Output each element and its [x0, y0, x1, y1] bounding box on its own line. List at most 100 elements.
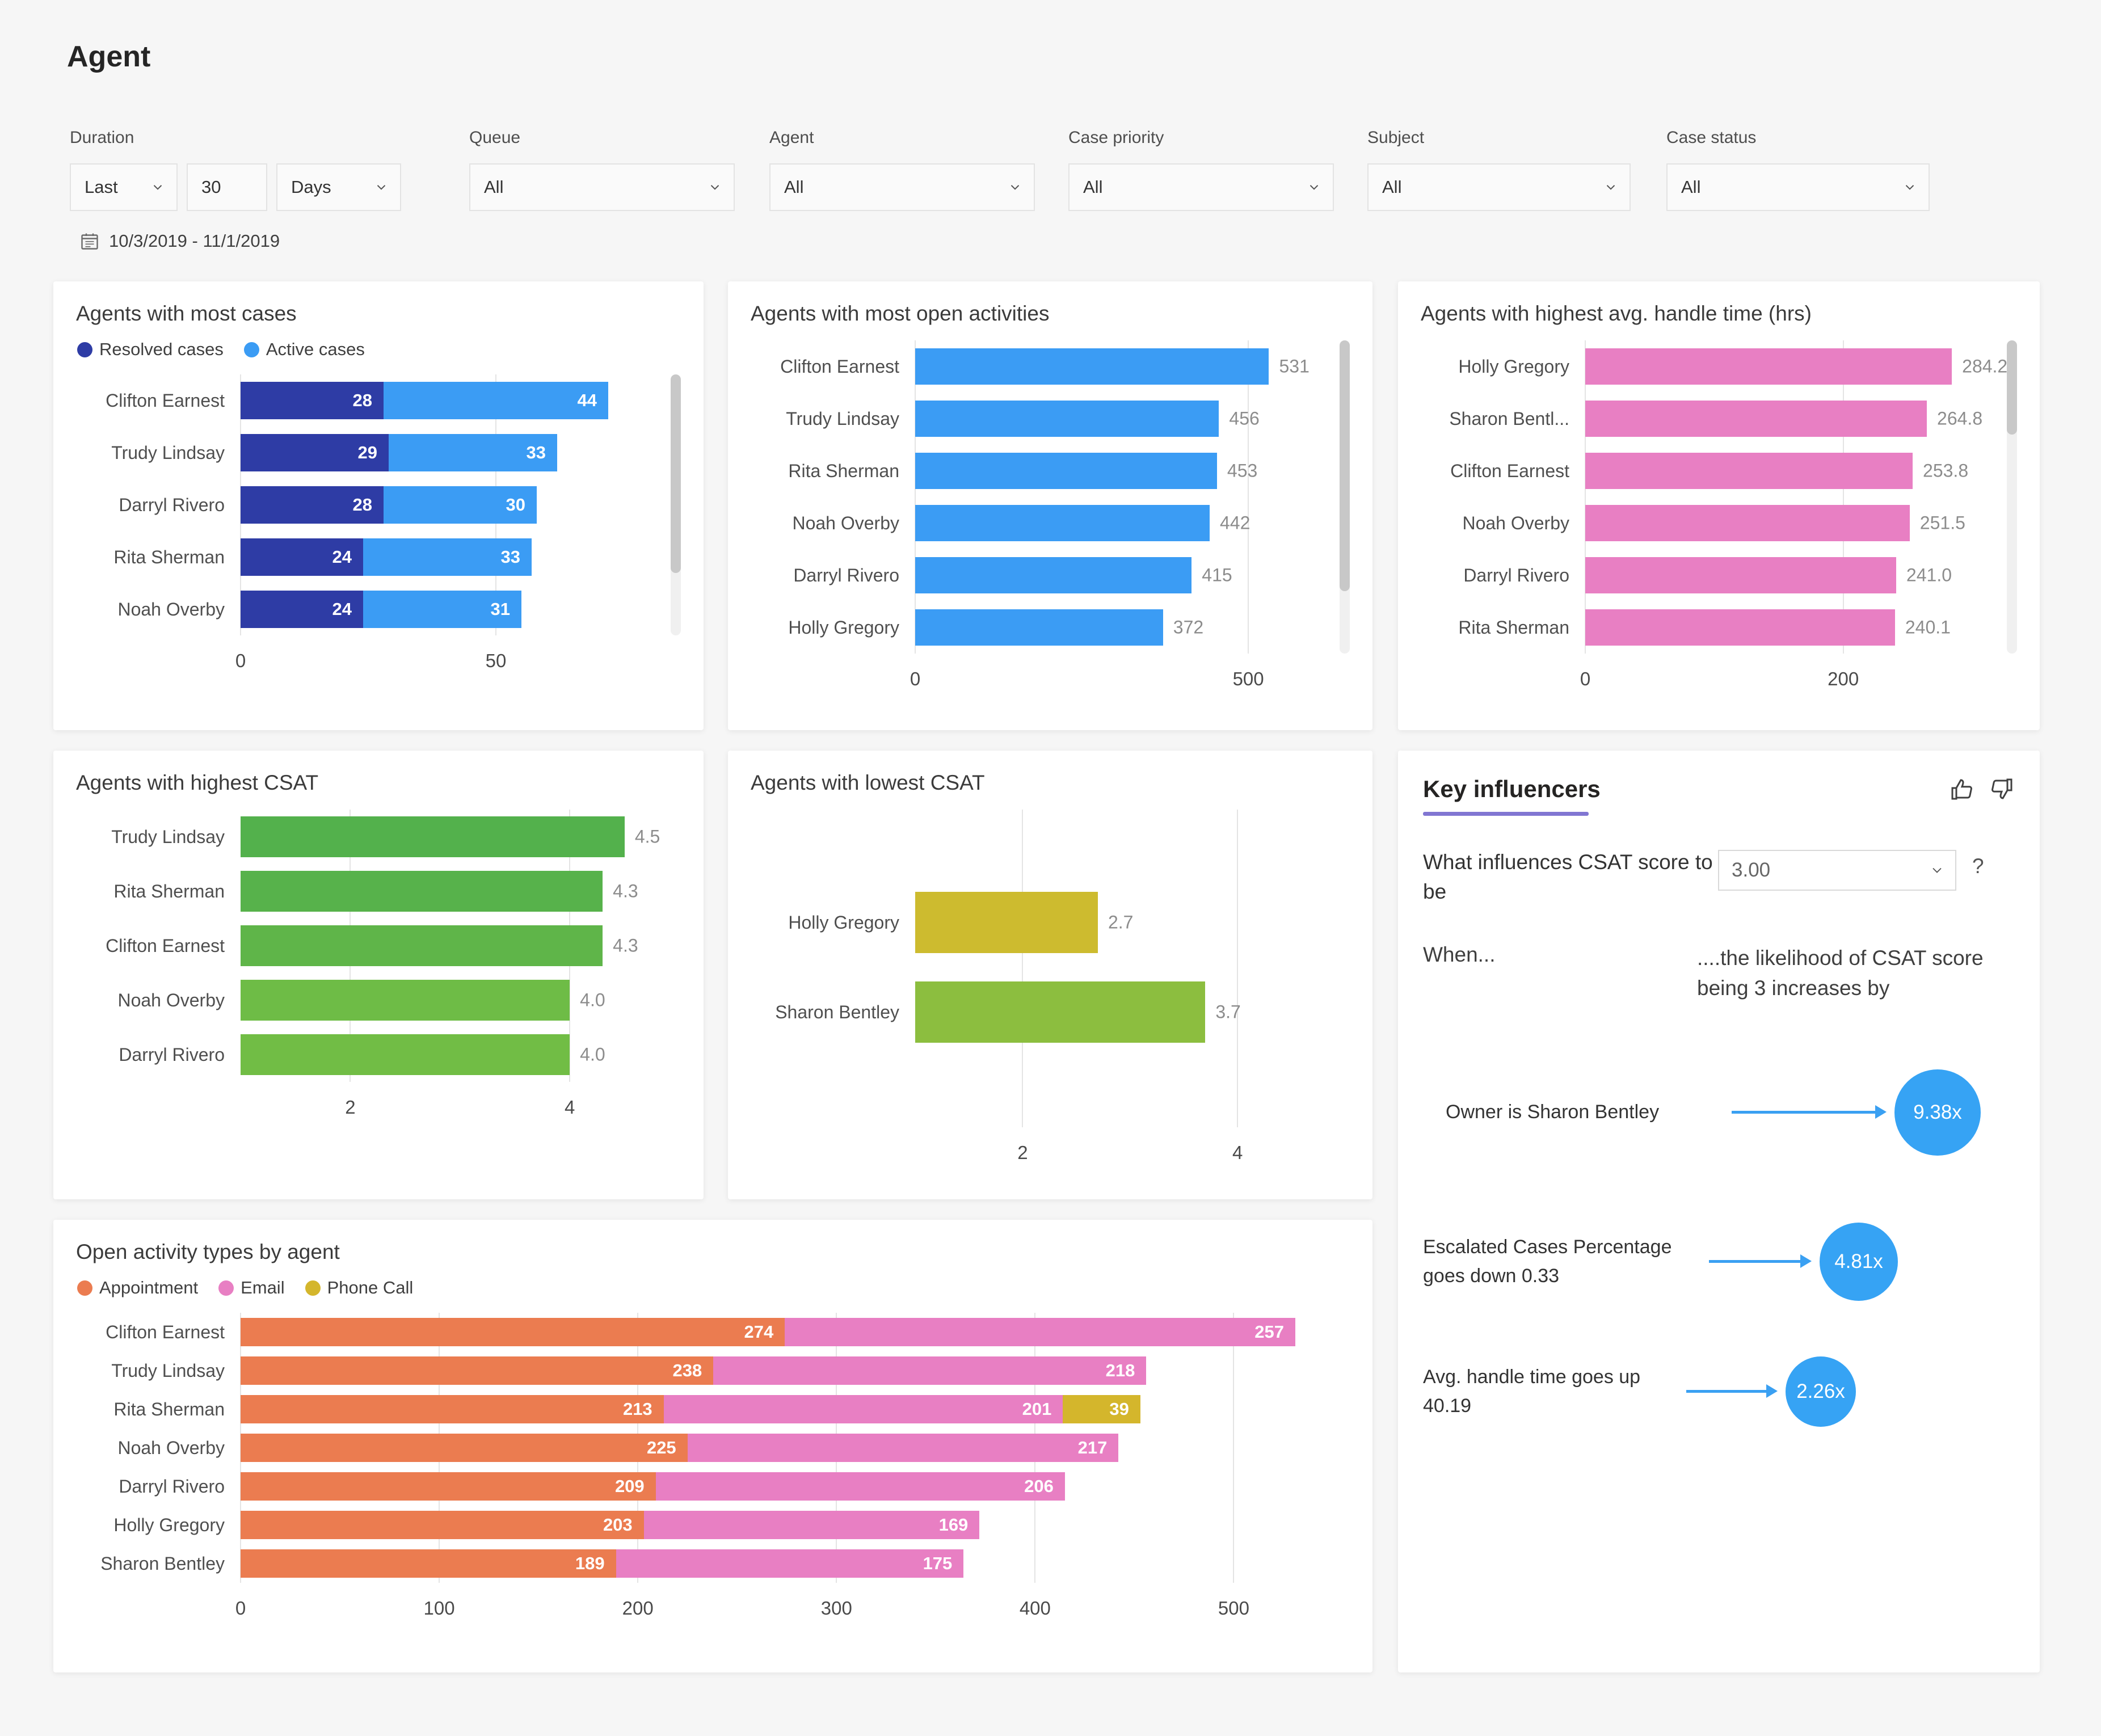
category-label: Clifton Earnest [1450, 460, 1569, 481]
bar[interactable] [1585, 609, 1895, 646]
bar-segment[interactable]: 169 [643, 1511, 980, 1539]
scrollbar-thumb[interactable] [2007, 340, 2017, 435]
duration-unit-value: Days [291, 177, 331, 197]
value-label: 4.5 [634, 826, 660, 847]
legend-item[interactable]: Email [218, 1278, 285, 1298]
duration-value-input[interactable]: 30 [187, 163, 267, 211]
bar[interactable] [915, 453, 1217, 489]
bar[interactable] [915, 557, 1192, 593]
legend-item[interactable]: Phone Call [305, 1278, 413, 1298]
bar-segment[interactable]: 28 [241, 382, 384, 419]
stacked-bar[interactable]: 213 201 39 [241, 1395, 1140, 1423]
bar[interactable] [1585, 401, 1927, 437]
bar[interactable] [915, 348, 1269, 385]
stacked-bar[interactable]: 28 30 [241, 486, 537, 524]
bar-segment[interactable]: 206 [655, 1472, 1065, 1501]
bar-segment[interactable]: 28 [241, 486, 384, 524]
bar-segment[interactable]: 274 [241, 1318, 785, 1346]
bar[interactable] [1585, 348, 1952, 385]
bar[interactable] [241, 871, 603, 912]
chart-body: Holly Gregory Sharon Bentl... Clifton Earn… [1421, 340, 2017, 654]
legend-item[interactable]: Appointment [77, 1278, 198, 1298]
case-status-select[interactable]: All [1666, 163, 1930, 211]
help-icon[interactable]: ? [1972, 854, 1984, 878]
bar[interactable] [1585, 557, 1896, 593]
chevron-down-icon [1310, 185, 1319, 190]
stacked-bar[interactable]: 203 169 [241, 1511, 980, 1539]
bar-track: 240.1 [1585, 609, 1995, 646]
stacked-bar[interactable]: 238 218 [241, 1356, 1147, 1385]
bar[interactable] [1585, 505, 1910, 541]
stacked-bar[interactable]: 209 206 [241, 1472, 1065, 1501]
bar-segment[interactable]: 29 [241, 434, 389, 471]
bar[interactable] [915, 981, 1206, 1043]
bar-segment[interactable]: 225 [241, 1434, 688, 1462]
bar[interactable] [241, 980, 570, 1021]
subject-select[interactable]: All [1367, 163, 1631, 211]
bar-segment[interactable]: 30 [384, 486, 537, 524]
duration-mode-select[interactable]: Last [70, 163, 178, 211]
category-label: Noah Overby [1462, 512, 1569, 533]
category-label: Rita Sherman [113, 546, 225, 567]
bar-segment[interactable]: 238 [241, 1356, 714, 1385]
bar[interactable] [1585, 453, 1913, 489]
stacked-bar[interactable]: 225 217 [241, 1434, 1119, 1462]
stacked-bar[interactable]: 28 44 [241, 382, 608, 419]
stacked-bar[interactable]: 189 175 [241, 1549, 964, 1578]
scrollbar-thumb[interactable] [1340, 340, 1350, 591]
bar-segment[interactable]: 203 [241, 1511, 644, 1539]
bar-segment[interactable]: 175 [616, 1549, 964, 1578]
bar[interactable] [241, 816, 625, 857]
bar-segment[interactable]: 213 [241, 1395, 664, 1423]
bar-segment[interactable]: 44 [384, 382, 608, 419]
influencer-question: What influences CSAT score to be [1423, 850, 1713, 903]
bar[interactable] [915, 401, 1219, 437]
category-label: Holly Gregory [113, 1514, 225, 1535]
stacked-bar[interactable]: 274 257 [241, 1318, 1295, 1346]
bar[interactable] [915, 505, 1210, 541]
card-highest-handle-time: Agents with highest avg. handle time (hr… [1398, 281, 2040, 730]
bar[interactable] [915, 892, 1098, 953]
filter-agent: Agent All [769, 128, 1035, 211]
bar-segment[interactable]: 189 [241, 1549, 616, 1578]
legend-dot-icon [77, 1280, 92, 1296]
bar-segment[interactable]: 257 [785, 1318, 1295, 1346]
stacked-bar[interactable]: 24 31 [241, 591, 521, 628]
legend-item[interactable]: Resolved cases [77, 339, 224, 360]
bar-track: 209 206 [241, 1472, 1343, 1501]
agent-select[interactable]: All [769, 163, 1035, 211]
bar-row: 284.2 [1585, 340, 2007, 393]
multiplier-bubble[interactable]: 4.81x [1820, 1222, 1898, 1301]
stacked-bar[interactable]: 24 33 [241, 538, 532, 576]
multiplier-bubble[interactable]: 2.26x [1786, 1356, 1856, 1427]
bar-segment[interactable]: 24 [241, 591, 363, 628]
bar-segment[interactable]: 39 [1063, 1395, 1140, 1423]
stacked-bar[interactable]: 29 33 [241, 434, 557, 471]
legend-dot-icon [305, 1280, 321, 1296]
bar-segment[interactable]: 217 [687, 1434, 1119, 1462]
value-label: 203 [603, 1515, 633, 1535]
csat-target-select[interactable]: 3.00 [1718, 850, 1956, 891]
axis-tick-label: 200 [1828, 668, 1859, 689]
bar-segment[interactable]: 33 [363, 538, 532, 576]
bar[interactable] [241, 925, 603, 966]
bar-track: 2.7 [915, 892, 1341, 953]
bar-segment[interactable]: 218 [713, 1356, 1147, 1385]
gridline [1233, 1313, 1235, 1583]
bar[interactable] [241, 1034, 570, 1075]
thumbs-down-icon[interactable] [1988, 776, 2015, 803]
bar-segment[interactable]: 31 [363, 591, 521, 628]
bar-segment[interactable]: 33 [389, 434, 557, 471]
bar-segment[interactable]: 201 [663, 1395, 1063, 1423]
multiplier-bubble[interactable]: 9.38x [1894, 1069, 1981, 1156]
thumbs-up-icon[interactable] [1949, 776, 1976, 803]
legend-item[interactable]: Active cases [243, 339, 365, 360]
bar-segment[interactable]: 24 [241, 538, 363, 576]
duration-unit-select[interactable]: Days [276, 163, 401, 211]
queue-select[interactable]: All [469, 163, 735, 211]
scrollbar-thumb[interactable] [671, 374, 681, 573]
case-priority-select[interactable]: All [1068, 163, 1334, 211]
bar-segment[interactable]: 209 [241, 1472, 656, 1501]
bar[interactable] [915, 609, 1163, 646]
